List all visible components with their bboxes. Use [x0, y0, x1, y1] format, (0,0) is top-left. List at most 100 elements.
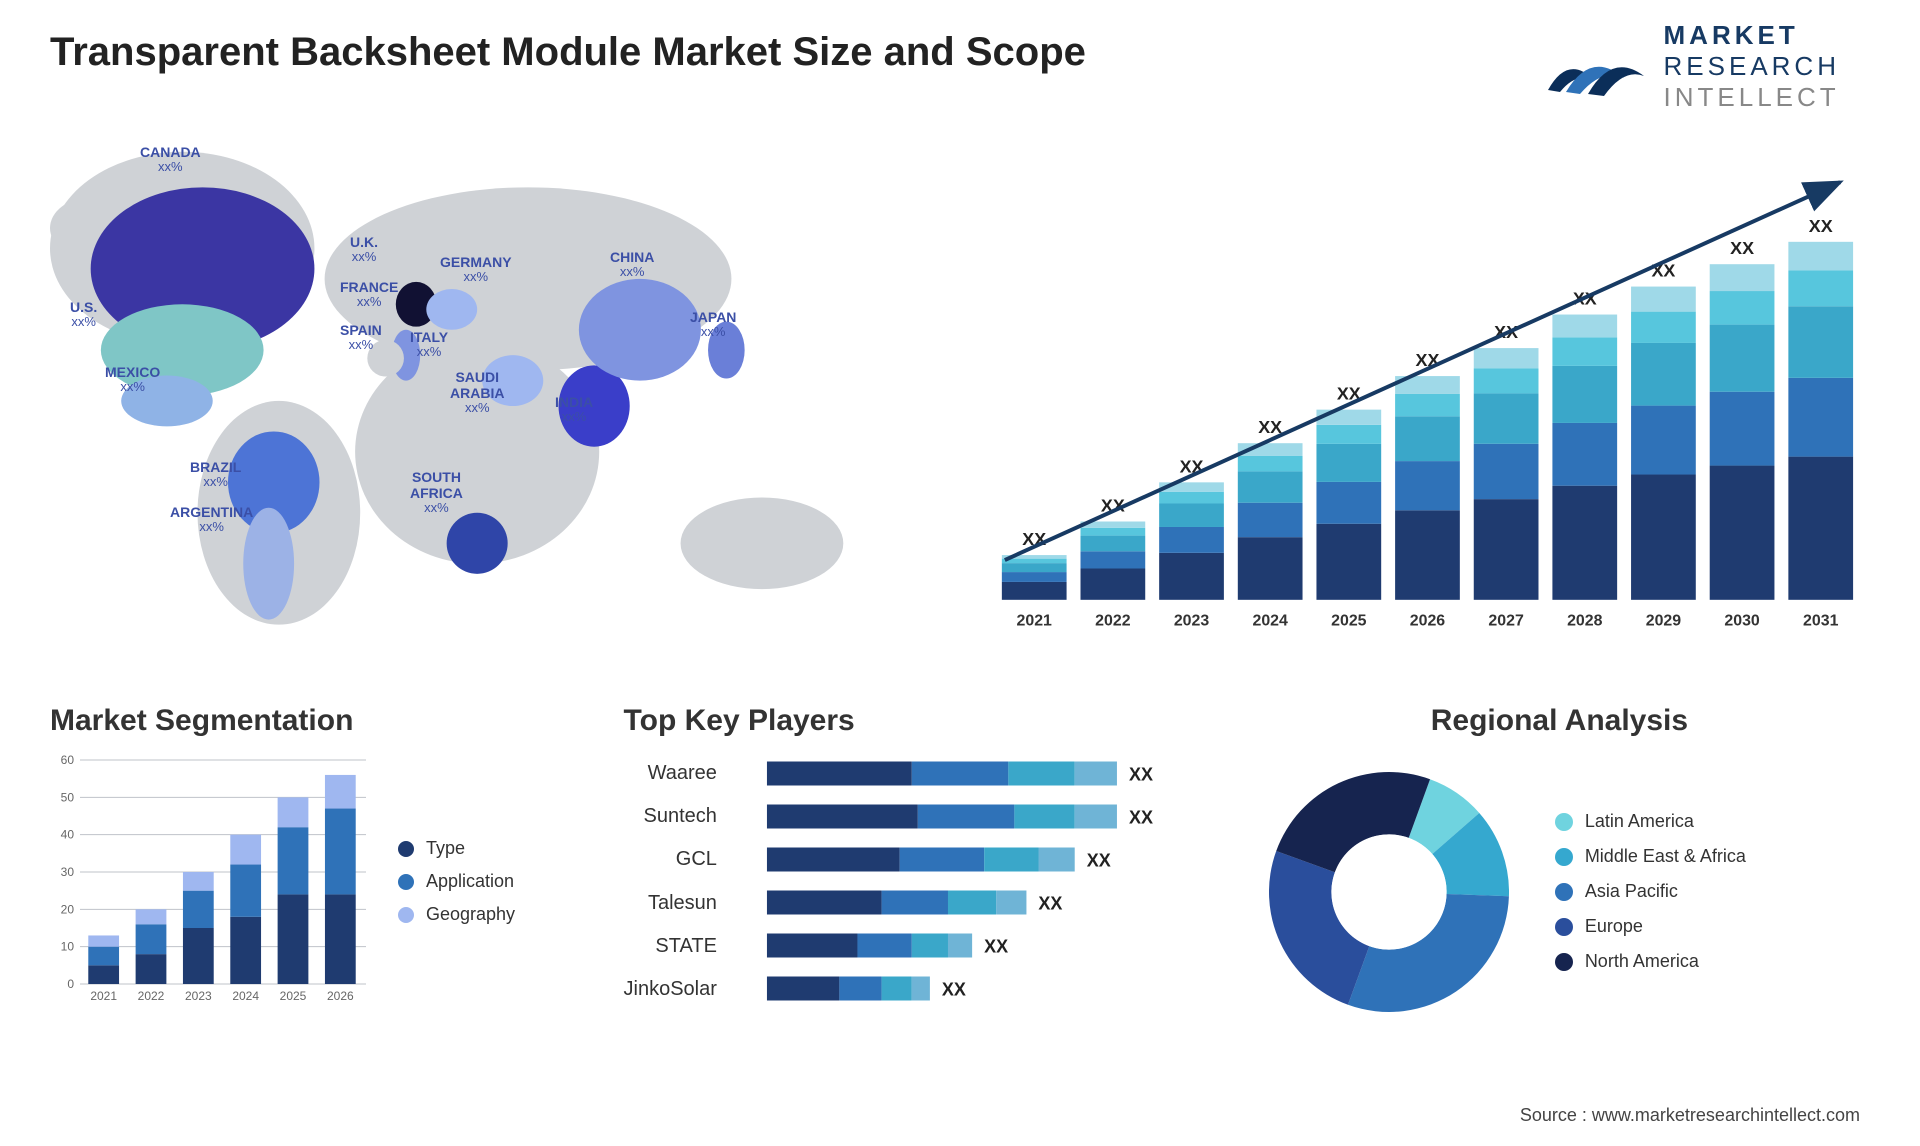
svg-text:2022: 2022 [138, 989, 165, 1003]
svg-text:2022: 2022 [1095, 612, 1131, 629]
player-name: Talesun [624, 892, 717, 915]
svg-text:2021: 2021 [90, 989, 117, 1003]
map-country-label: SAUDIARABIAxx% [450, 369, 504, 416]
regional-donut-chart [1249, 752, 1529, 1032]
player-name: Waaree [624, 762, 717, 785]
svg-text:60: 60 [61, 753, 75, 767]
map-country-label: U.S.xx% [70, 299, 97, 330]
segmentation-legend: Type Application Geography [398, 826, 515, 937]
map-country-label: FRANCExx% [340, 279, 398, 310]
legend-label: Middle East & Africa [1585, 846, 1746, 867]
source-attribution: Source : www.marketresearchintellect.com [1520, 1105, 1860, 1126]
svg-text:2023: 2023 [1174, 612, 1210, 629]
logo-line-1: MARKET [1664, 20, 1840, 51]
page-title: Transparent Backsheet Module Market Size… [50, 20, 1086, 75]
player-name: GCL [624, 848, 717, 871]
players-panel: Top Key Players Waaree Suntech GCL Talesun S… [624, 704, 1219, 1032]
svg-text:50: 50 [61, 790, 75, 804]
brand-logo: MARKET RESEARCH INTELLECT [1546, 20, 1870, 114]
logo-text: MARKET RESEARCH INTELLECT [1664, 20, 1840, 114]
svg-text:10: 10 [61, 939, 75, 953]
logo-line-2: RESEARCH [1664, 51, 1840, 82]
legend-swatch-icon [1555, 953, 1573, 971]
players-title: Top Key Players [624, 704, 1219, 738]
legend-swatch-icon [398, 907, 414, 923]
player-name: Suntech [624, 805, 717, 828]
svg-text:XX: XX [1129, 807, 1153, 827]
segmentation-chart: 0 10 20 30 40 50 60 2021 2022 2023 2024 2025 2026 [50, 752, 370, 1012]
regional-title: Regional Analysis [1249, 704, 1870, 738]
map-country-label: SOUTHAFRICAxx% [410, 469, 463, 516]
svg-text:XX: XX [1038, 893, 1062, 913]
svg-text:XX: XX [1730, 238, 1754, 258]
svg-text:XX: XX [1809, 215, 1833, 235]
svg-text:2025: 2025 [1331, 612, 1367, 629]
svg-text:30: 30 [61, 865, 75, 879]
legend-swatch-icon [1555, 883, 1573, 901]
legend-label: Europe [1585, 916, 1643, 937]
map-country-label: MEXICOxx% [105, 364, 160, 395]
page-root: Transparent Backsheet Module Market Size… [0, 0, 1920, 1146]
svg-text:2025: 2025 [280, 989, 307, 1003]
legend-swatch-icon [1555, 918, 1573, 936]
map-country-label: ARGENTINAxx% [170, 504, 253, 535]
bottom-grid: Market Segmentation 0 10 20 30 40 50 60 2021 202… [50, 704, 1870, 1032]
legend-item: Geography [398, 904, 515, 925]
legend-item: North America [1555, 951, 1746, 972]
regional-panel: Regional Analysis Latin America Middle Ea… [1249, 704, 1870, 1032]
logo-swoosh-icon [1546, 32, 1646, 102]
svg-text:2023: 2023 [185, 989, 212, 1003]
map-country-label: CANADAxx% [140, 144, 201, 175]
svg-text:2027: 2027 [1488, 612, 1524, 629]
logo-line-3: INTELLECT [1664, 82, 1840, 113]
legend-label: Latin America [1585, 811, 1694, 832]
svg-text:2028: 2028 [1567, 612, 1603, 629]
map-country-label: BRAZILxx% [190, 459, 241, 490]
svg-text:2021: 2021 [1017, 612, 1053, 629]
svg-text:XX: XX [1129, 764, 1153, 784]
legend-item: Type [398, 838, 515, 859]
legend-swatch-icon [1555, 848, 1573, 866]
svg-text:0: 0 [67, 977, 74, 991]
player-name: JinkoSolar [624, 978, 717, 1001]
legend-swatch-icon [1555, 813, 1573, 831]
map-country-label: CHINAxx% [610, 249, 654, 280]
svg-text:XX: XX [984, 936, 1008, 956]
svg-text:XX: XX [942, 979, 966, 999]
svg-text:2026: 2026 [1410, 612, 1446, 629]
svg-text:20: 20 [61, 902, 75, 916]
growth-chart-panel: XX2021XX2022XX2023XX2024XX2025XX2026XX20… [975, 134, 1870, 668]
legend-item: Middle East & Africa [1555, 846, 1746, 867]
legend-label: Type [426, 838, 465, 859]
player-name: STATE [624, 935, 717, 958]
legend-label: Geography [426, 904, 515, 925]
header: Transparent Backsheet Module Market Size… [50, 20, 1870, 114]
top-grid: CANADAxx% U.S.xx% MEXICOxx% BRAZILxx% ARGENT… [50, 134, 1870, 664]
legend-swatch-icon [398, 874, 414, 890]
regional-legend: Latin America Middle East & Africa Asia Pa… [1555, 797, 1746, 986]
legend-label: Application [426, 871, 514, 892]
players-chart: XX XX XX XX XX XX [735, 752, 1219, 1012]
legend-label: Asia Pacific [1585, 881, 1678, 902]
svg-text:2024: 2024 [1252, 612, 1288, 629]
players-name-list: Waaree Suntech GCL Talesun STATE JinkoSolar [624, 752, 717, 1012]
svg-text:2026: 2026 [327, 989, 354, 1003]
legend-swatch-icon [398, 841, 414, 857]
legend-item: Application [398, 871, 515, 892]
growth-bar-chart: XX2021XX2022XX2023XX2024XX2025XX2026XX20… [975, 134, 1870, 668]
map-country-label: U.K.xx% [350, 234, 378, 265]
map-country-label: GERMANYxx% [440, 254, 512, 285]
svg-text:XX: XX [1087, 850, 1111, 870]
svg-text:40: 40 [61, 827, 75, 841]
map-country-label: JAPANxx% [690, 309, 736, 340]
legend-item: Latin America [1555, 811, 1746, 832]
map-country-label: ITALYxx% [410, 329, 448, 360]
segmentation-title: Market Segmentation [50, 704, 594, 738]
map-country-label: INDIAxx% [555, 394, 593, 425]
map-country-label: SPAINxx% [340, 322, 382, 353]
segmentation-panel: Market Segmentation 0 10 20 30 40 50 60 2021 202… [50, 704, 594, 1032]
svg-text:2029: 2029 [1646, 612, 1682, 629]
svg-text:2030: 2030 [1724, 612, 1760, 629]
legend-item: Europe [1555, 916, 1746, 937]
svg-text:2024: 2024 [232, 989, 259, 1003]
